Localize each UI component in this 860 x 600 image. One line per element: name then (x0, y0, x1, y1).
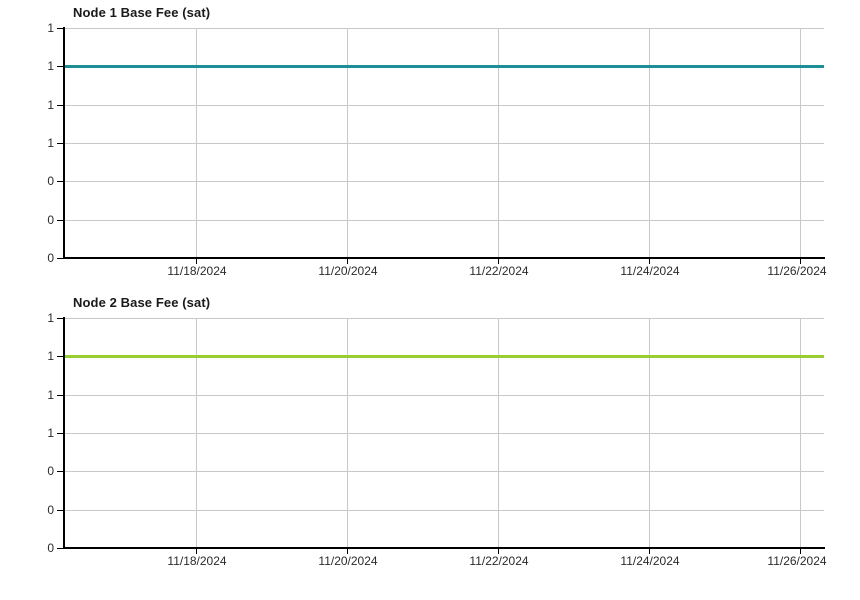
y-tick-label: 1 (47, 311, 54, 325)
gridline-horizontal (63, 433, 824, 434)
x-tick-mark (498, 549, 499, 554)
x-tick-label: 11/22/2024 (469, 554, 529, 568)
y-tick-mark (57, 548, 63, 549)
x-axis-line (63, 257, 825, 259)
gridline-vertical (498, 28, 499, 258)
y-tick-mark (57, 66, 63, 67)
gridline-vertical (800, 318, 801, 548)
y-tick-mark (57, 105, 63, 106)
gridline-horizontal (63, 181, 824, 182)
gridline-horizontal (63, 220, 824, 221)
y-tick-mark (57, 510, 63, 511)
chart-title-node-2: Node 2 Base Fee (sat) (73, 295, 211, 310)
x-tick-mark (800, 549, 801, 554)
plot-area-node-2 (63, 318, 824, 548)
gridline-horizontal (63, 510, 824, 511)
gridline-vertical (196, 318, 197, 548)
gridline-vertical (347, 28, 348, 258)
y-tick-label: 0 (47, 503, 54, 517)
y-tick-label: 1 (47, 136, 54, 150)
x-tick-mark (649, 549, 650, 554)
y-tick-mark (57, 258, 63, 259)
x-tick-mark (800, 259, 801, 264)
gridline-vertical (498, 318, 499, 548)
x-tick-mark (196, 259, 197, 264)
y-tick-label: 1 (47, 98, 54, 112)
x-tick-label: 11/24/2024 (620, 554, 680, 568)
x-tick-label: 11/18/2024 (167, 264, 227, 278)
y-tick-label: 1 (47, 349, 54, 363)
x-tick-mark (498, 259, 499, 264)
y-tick-label: 0 (47, 251, 54, 265)
y-tick-label: 1 (47, 21, 54, 35)
x-tick-label: 11/26/2024 (767, 264, 827, 278)
x-axis-line (63, 547, 825, 549)
y-tick-mark (57, 318, 63, 319)
y-tick-label: 0 (47, 213, 54, 227)
series-line-node-2-base-fee (63, 355, 824, 358)
y-tick-label: 0 (47, 174, 54, 188)
y-tick-mark (57, 471, 63, 472)
x-tick-label: 11/20/2024 (318, 264, 378, 278)
x-tick-mark (196, 549, 197, 554)
series-line-node-1-base-fee (63, 65, 824, 68)
y-tick-label: 0 (47, 464, 54, 478)
chart-panel-node-1: Node 1 Base Fee (sat) 1 (0, 0, 860, 290)
y-tick-label: 1 (47, 426, 54, 440)
gridline-vertical (649, 318, 650, 548)
gridline-vertical (347, 318, 348, 548)
gridline-vertical (196, 28, 197, 258)
x-tick-label: 11/26/2024 (767, 554, 827, 568)
y-tick-label: 1 (47, 388, 54, 402)
x-tick-label: 11/22/2024 (469, 264, 529, 278)
chart-title-node-1: Node 1 Base Fee (sat) (73, 5, 211, 20)
x-tick-mark (347, 549, 348, 554)
gridline-horizontal (63, 471, 824, 472)
y-tick-mark (57, 220, 63, 221)
gridline-horizontal (63, 395, 824, 396)
plot-area-node-1 (63, 28, 824, 258)
chart-panel-node-2: Node 2 Base Fee (sat) 1 1 1 1 0 (0, 290, 860, 580)
gridline-horizontal (63, 143, 824, 144)
gridline-vertical (800, 28, 801, 258)
y-tick-label: 1 (47, 59, 54, 73)
y-tick-mark (57, 433, 63, 434)
y-tick-label: 0 (47, 541, 54, 555)
x-tick-mark (649, 259, 650, 264)
y-tick-mark (57, 395, 63, 396)
x-tick-label: 11/20/2024 (318, 554, 378, 568)
gridline-horizontal (63, 105, 824, 106)
y-axis-line (63, 27, 65, 259)
gridline-vertical (649, 28, 650, 258)
y-tick-mark (57, 356, 63, 357)
x-tick-mark (347, 259, 348, 264)
y-axis-line (63, 317, 65, 549)
gridline-horizontal (63, 318, 824, 319)
y-tick-mark (57, 143, 63, 144)
x-tick-label: 11/24/2024 (620, 264, 680, 278)
gridline-horizontal (63, 28, 824, 29)
y-tick-mark (57, 181, 63, 182)
y-tick-mark (57, 28, 63, 29)
x-tick-label: 11/18/2024 (167, 554, 227, 568)
